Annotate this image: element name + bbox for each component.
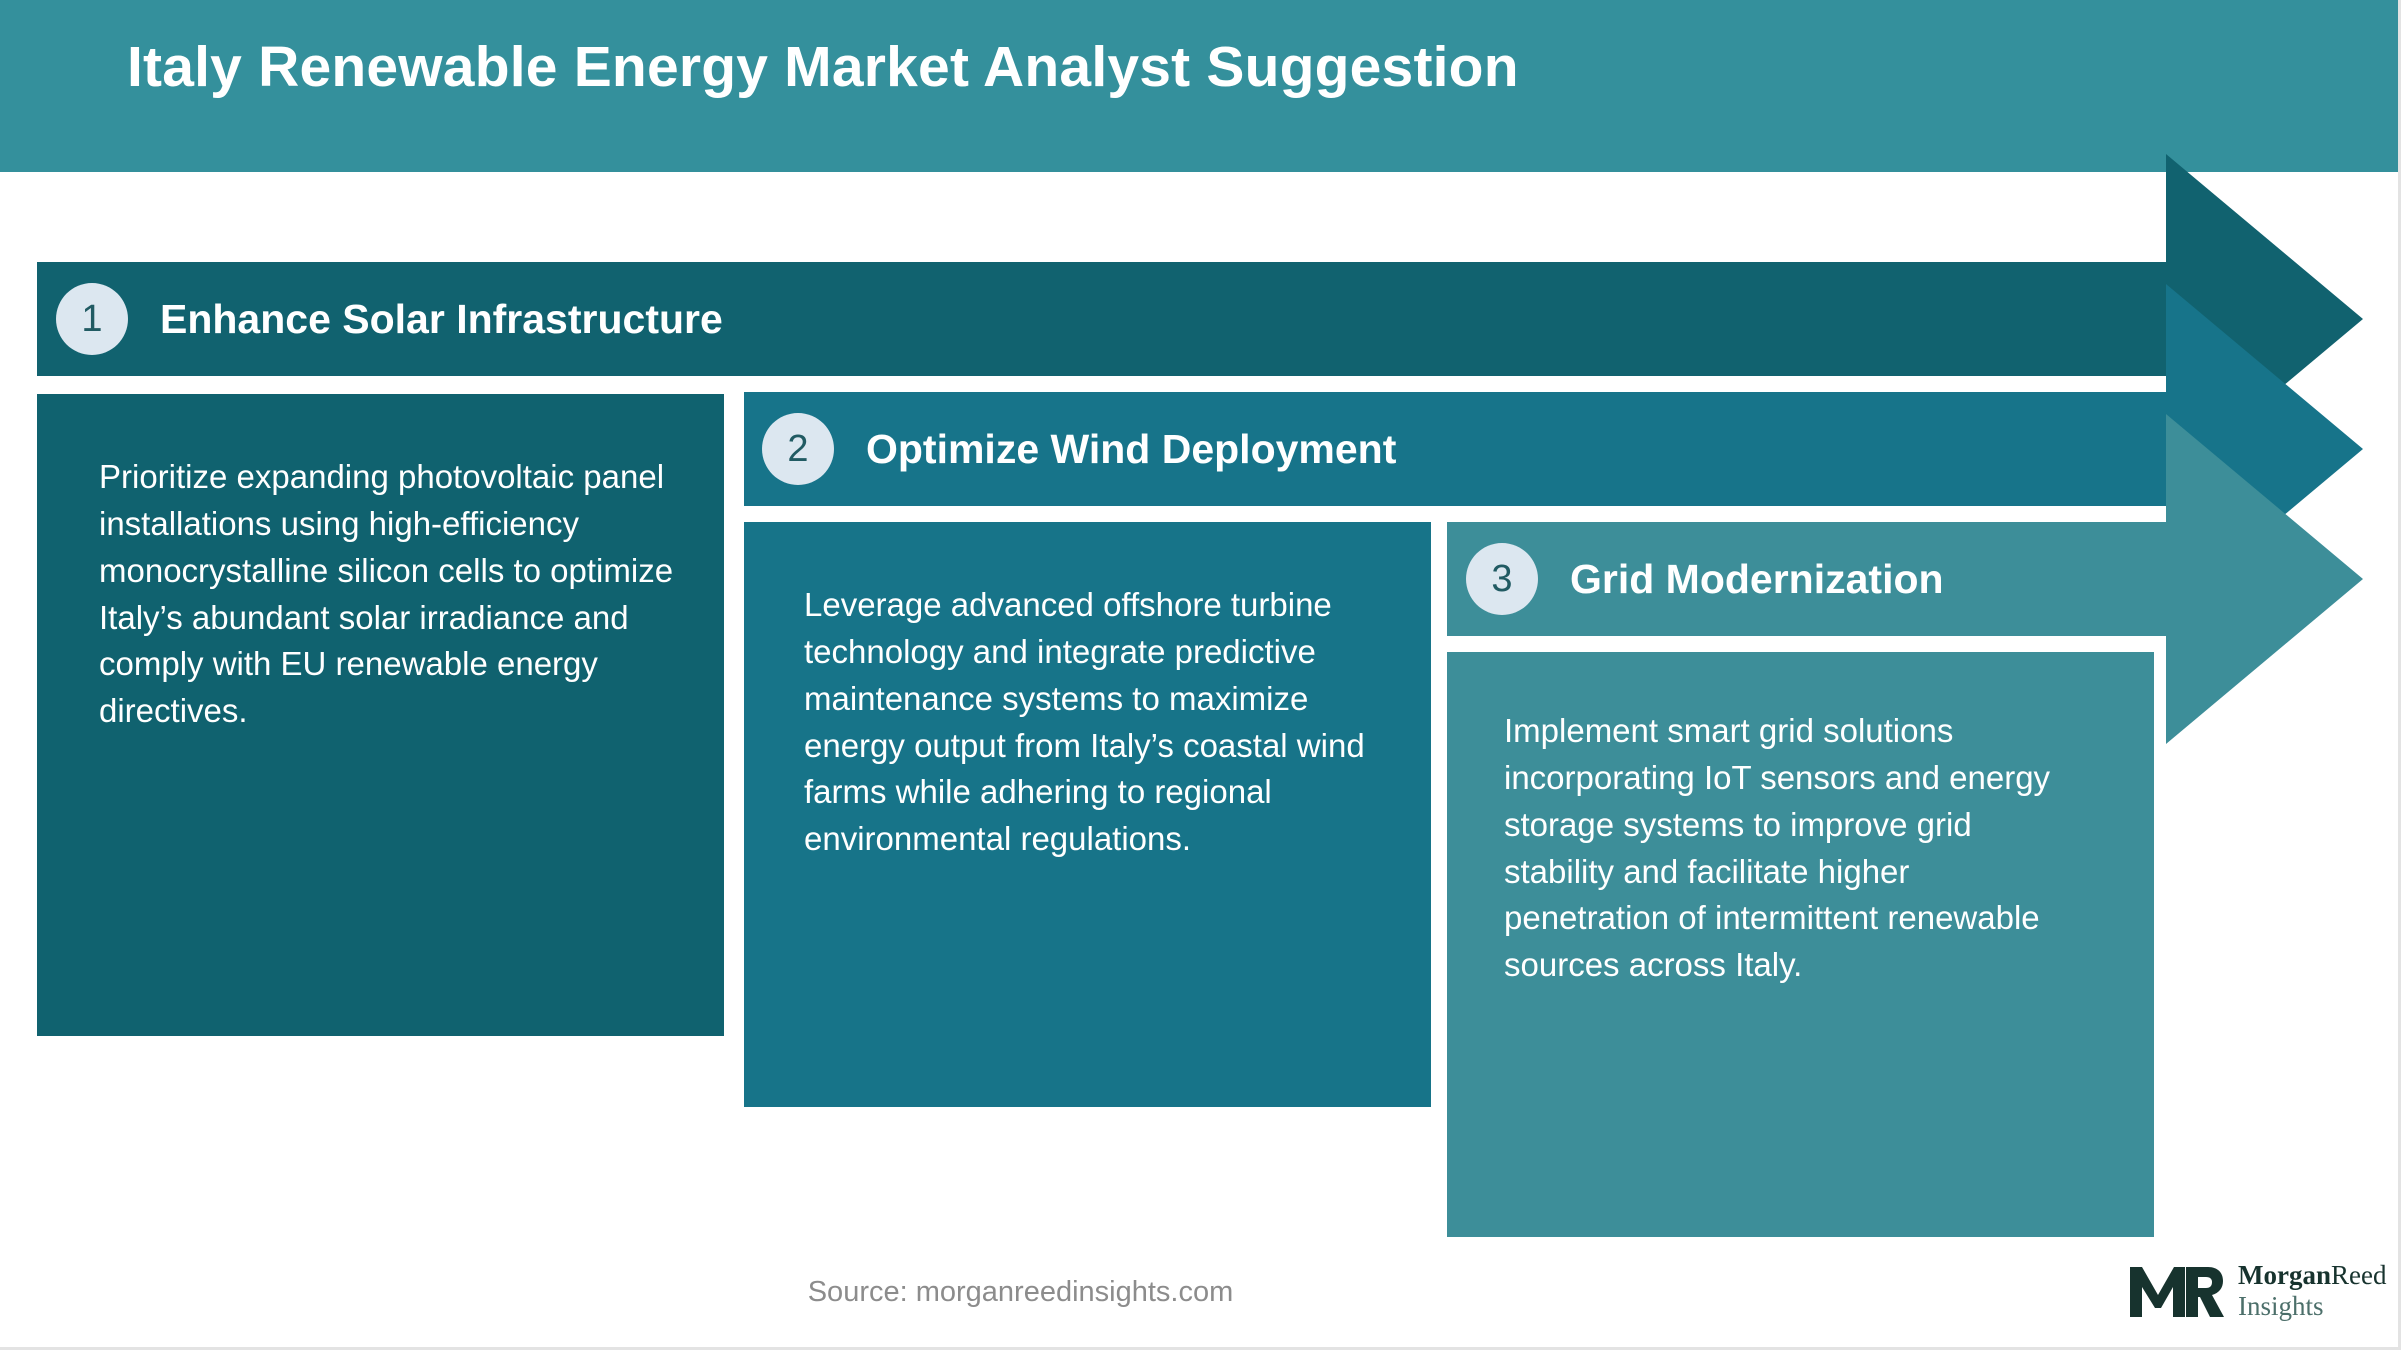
step-1-header[interactable]: 1 Enhance Solar Infrastructure <box>56 262 723 376</box>
logo-word-morgan: Morgan <box>2238 1260 2331 1290</box>
step-2-panel: Leverage advanced offshore turbine techn… <box>744 522 1431 1107</box>
header-band: Italy Renewable Energy Market Analyst Su… <box>0 0 2398 172</box>
source-note: Source: morganreedinsights.com <box>807 1276 1234 1308</box>
step-2-badge: 2 <box>762 413 834 485</box>
step-3-badge: 3 <box>1466 543 1538 615</box>
step-3-title: Grid Modernization <box>1570 555 1944 602</box>
step-3-panel: Implement smart grid solutions incorpora… <box>1447 652 2154 1237</box>
step-3-body-text: Implement smart grid solutions incorpora… <box>1504 712 2051 984</box>
brand-logo: MorganReed Insights <box>2128 1258 2386 1324</box>
logo-word-reed: Reed <box>2330 1260 2387 1290</box>
mr-monogram-icon <box>2130 1267 2224 1317</box>
logo-line-1: MorganReed <box>2238 1262 2386 1289</box>
step-2-title: Optimize Wind Deployment <box>866 425 1397 472</box>
step-3-header[interactable]: 3 Grid Modernization <box>1466 522 1944 636</box>
logo-word-insights: Insights <box>2238 1291 2324 1321</box>
step-2-header[interactable]: 2 Optimize Wind Deployment <box>762 392 1396 506</box>
step-1-panel: Prioritize expanding photovoltaic panel … <box>37 394 724 1036</box>
step-2-body-text: Leverage advanced offshore turbine techn… <box>804 586 1365 858</box>
step-1-body-text: Prioritize expanding photovoltaic panel … <box>99 458 674 730</box>
page-title: Italy Renewable Energy Market Analyst Su… <box>127 35 1519 99</box>
step-1-title: Enhance Solar Infrastructure <box>160 295 723 342</box>
step-1-badge: 1 <box>56 283 128 355</box>
logo-wordmark: MorganReed Insights <box>2238 1262 2386 1320</box>
